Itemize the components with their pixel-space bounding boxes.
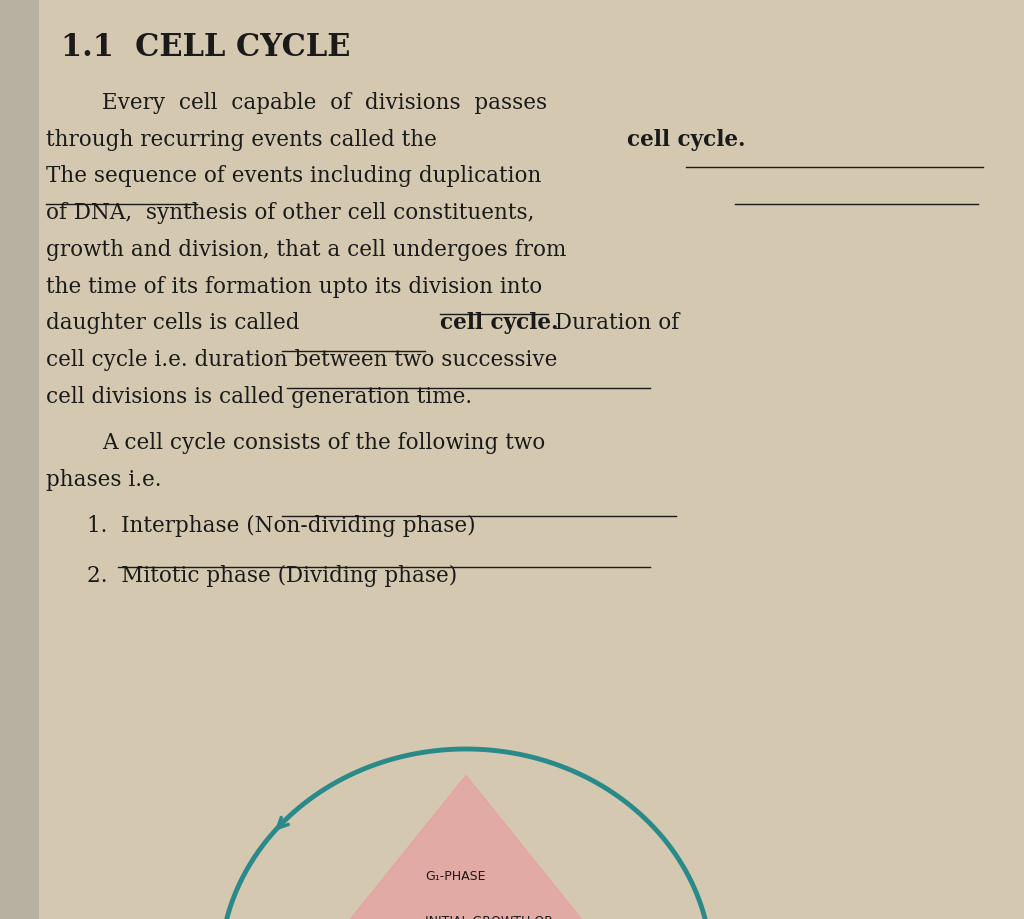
Text: daughter cells is called: daughter cells is called: [46, 312, 306, 335]
Text: Every  cell  capable  of  divisions  passes: Every cell capable of divisions passes: [102, 92, 548, 114]
Text: G₁-PHASE: G₁-PHASE: [425, 870, 485, 883]
Text: 1.1  CELL CYCLE: 1.1 CELL CYCLE: [61, 32, 351, 63]
Text: phases i.e.: phases i.e.: [46, 469, 162, 491]
Text: of DNA,  synthesis of other cell constituents,: of DNA, synthesis of other cell constitu…: [46, 202, 535, 224]
Text: Duration of: Duration of: [548, 312, 679, 335]
Bar: [0, 0, 39, 919]
Text: through recurring events called the: through recurring events called the: [46, 129, 443, 151]
Text: A cell cycle consists of the following two: A cell cycle consists of the following t…: [102, 432, 546, 454]
Polygon shape: [313, 776, 618, 919]
Text: cell cycle.: cell cycle.: [440, 312, 559, 335]
Text: the time of its formation upto its division into: the time of its formation upto its divis…: [46, 276, 543, 298]
Text: INITIAL GROWTH OR: INITIAL GROWTH OR: [425, 914, 553, 919]
Text: cell cycle i.e. duration between two successive: cell cycle i.e. duration between two suc…: [46, 349, 557, 371]
Text: 1.  Interphase (Non-dividing phase): 1. Interphase (Non-dividing phase): [87, 515, 476, 537]
Text: cell cycle.: cell cycle.: [627, 129, 745, 151]
Text: 2.  Mitotic phase (Dividing phase): 2. Mitotic phase (Dividing phase): [87, 565, 458, 587]
Text: The sequence of events including duplication: The sequence of events including duplica…: [46, 165, 542, 187]
Text: growth and division, that a cell undergoes from: growth and division, that a cell undergo…: [46, 239, 566, 261]
Text: cell divisions is called generation time.: cell divisions is called generation time…: [46, 386, 472, 408]
